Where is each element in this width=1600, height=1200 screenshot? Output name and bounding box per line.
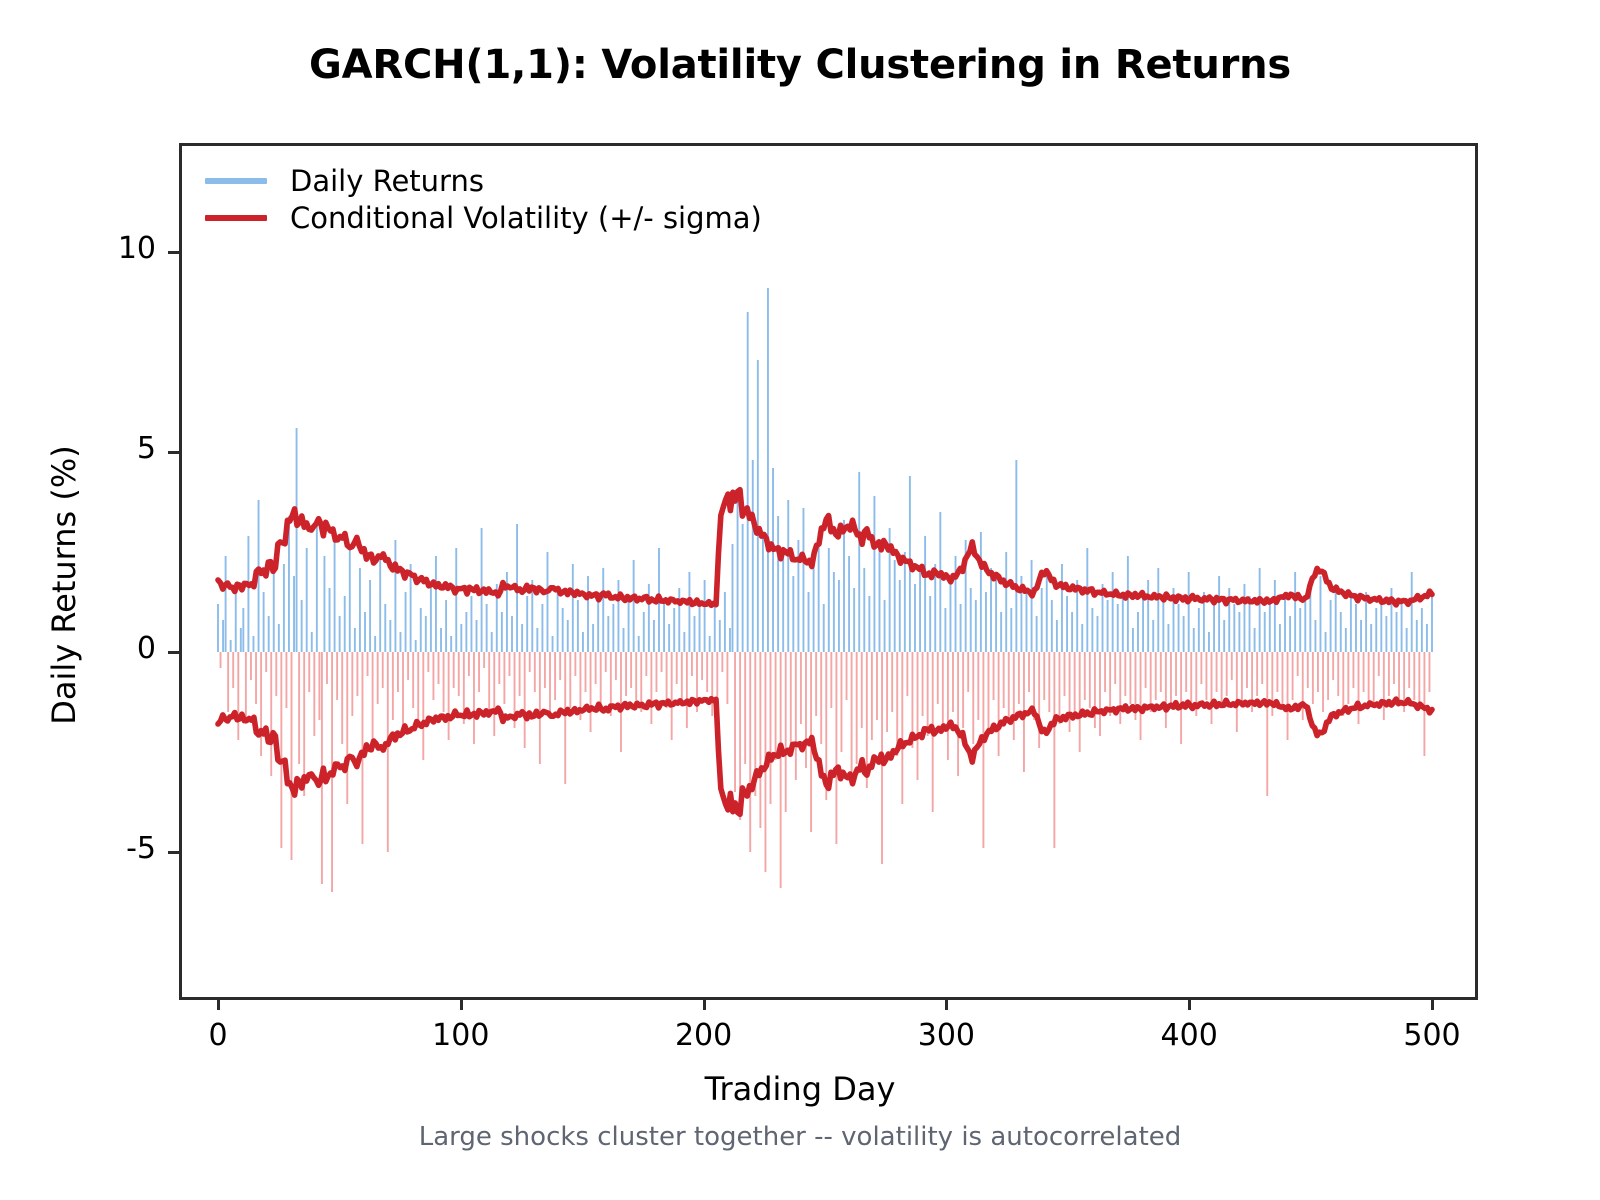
x-tick-label: 500: [1403, 1018, 1461, 1053]
x-tick-mark: [1188, 999, 1192, 1010]
volatility-line-upper: [215, 486, 1435, 609]
x-axis-label: Trading Day: [704, 1070, 896, 1108]
legend-label-daily-returns: Daily Returns: [290, 163, 484, 198]
x-tick-label: 100: [432, 1018, 490, 1053]
x-tick-mark: [459, 999, 463, 1010]
y-tick-label: 0: [136, 631, 156, 666]
x-tick-label: 200: [674, 1018, 733, 1053]
legend-item-daily-returns[interactable]: Daily Returns: [205, 162, 762, 199]
negative-return-bars: [219, 652, 1431, 892]
x-tick-label: 0: [208, 1018, 228, 1053]
x-tick-mark: [1431, 999, 1434, 1010]
legend-swatch-conditional-volatility: [205, 214, 267, 221]
x-tick-mark: [217, 999, 220, 1010]
chart-caption: Large shocks cluster together -- volatil…: [418, 1122, 1182, 1152]
y-tick-mark: [168, 851, 179, 854]
plot-canvas: [215, 288, 1435, 892]
legend-swatch-daily-returns: [205, 177, 267, 184]
x-tick-mark: [702, 999, 706, 1010]
y-axis-label: Daily Returns (%): [45, 445, 83, 725]
chart-title: GARCH(1,1): Volatility Clustering in Ret…: [308, 42, 1292, 88]
chart-legend: Daily Returns Conditional Volatility (+/…: [205, 162, 762, 236]
legend-label-conditional-volatility: Conditional Volatility (+/- sigma): [290, 200, 762, 235]
x-tick-label: 300: [917, 1018, 976, 1053]
y-tick-mark: [168, 451, 179, 454]
legend-item-conditional-volatility[interactable]: Conditional Volatility (+/- sigma): [205, 199, 762, 236]
y-tick-label: 5: [136, 431, 156, 466]
x-tick-mark: [945, 999, 949, 1010]
y-tick-label: 10: [117, 231, 156, 266]
y-tick-label: -5: [126, 831, 156, 866]
x-tick-label: 400: [1160, 1018, 1218, 1053]
y-tick-mark: [168, 251, 179, 254]
volatility-line-lower: [215, 695, 1435, 818]
y-tick-mark: [168, 651, 179, 654]
